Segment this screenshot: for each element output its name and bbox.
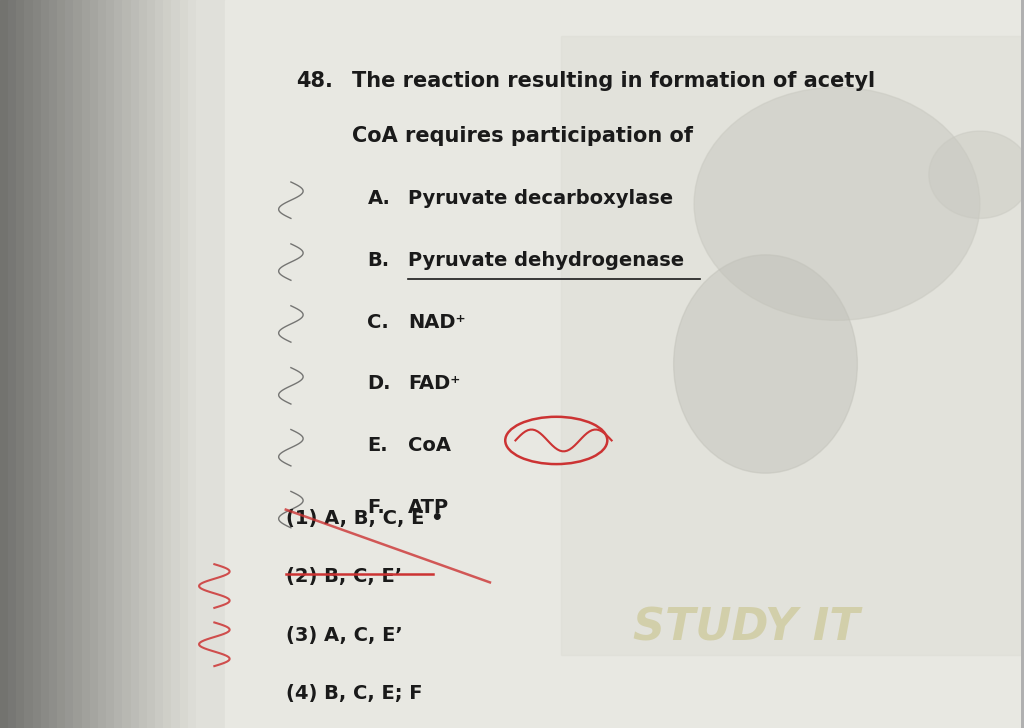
Bar — [0, 0, 9, 728]
Bar — [90, 0, 99, 728]
Text: NAD⁺: NAD⁺ — [409, 312, 466, 331]
Bar — [123, 0, 132, 728]
Text: 48.: 48. — [296, 71, 333, 91]
Text: (2) B, C, E’: (2) B, C, E’ — [286, 567, 401, 586]
Ellipse shape — [674, 255, 857, 473]
Bar — [237, 0, 246, 728]
Ellipse shape — [694, 87, 980, 320]
Bar — [57, 0, 67, 728]
Bar — [187, 0, 197, 728]
Bar — [66, 0, 75, 728]
Text: Pyruvate dehydrogenase: Pyruvate dehydrogenase — [409, 250, 684, 269]
Text: CoA: CoA — [409, 436, 452, 455]
Text: F.: F. — [368, 498, 385, 517]
Bar — [179, 0, 188, 728]
Text: C.: C. — [368, 312, 389, 331]
Bar — [49, 0, 58, 728]
Text: CoA requires participation of: CoA requires participation of — [352, 126, 693, 146]
Bar — [41, 0, 50, 728]
Bar — [82, 0, 91, 728]
Text: D.: D. — [368, 374, 391, 393]
Bar — [212, 0, 221, 728]
Bar — [74, 0, 83, 728]
Bar — [171, 0, 180, 728]
Bar — [98, 0, 108, 728]
Bar — [228, 0, 238, 728]
Text: The reaction resulting in formation of acetyl: The reaction resulting in formation of a… — [352, 71, 876, 91]
Text: B.: B. — [368, 250, 389, 269]
Text: A.: A. — [368, 189, 390, 207]
Text: E.: E. — [368, 436, 388, 455]
Bar — [115, 0, 124, 728]
Bar — [139, 0, 148, 728]
Text: ATP: ATP — [409, 498, 450, 517]
Bar — [163, 0, 172, 728]
Text: Pyruvate decarboxylase: Pyruvate decarboxylase — [409, 189, 674, 207]
Bar — [204, 0, 213, 728]
Text: (4) B, C, E; F: (4) B, C, E; F — [286, 684, 422, 703]
Bar — [561, 36, 1021, 655]
Text: (1) A, B, C, E •: (1) A, B, C, E • — [286, 509, 443, 528]
Ellipse shape — [929, 131, 1024, 218]
Bar — [131, 0, 140, 728]
Bar — [33, 0, 42, 728]
Bar — [224, 0, 1021, 728]
Text: FAD⁺: FAD⁺ — [409, 374, 461, 393]
Bar — [25, 0, 34, 728]
Bar — [16, 0, 26, 728]
Bar — [220, 0, 229, 728]
Text: (3) A, C, E’: (3) A, C, E’ — [286, 625, 402, 644]
Bar — [106, 0, 116, 728]
Bar — [196, 0, 205, 728]
Bar — [147, 0, 157, 728]
Bar — [8, 0, 17, 728]
Text: STUDY IT: STUDY IT — [633, 606, 859, 649]
Bar — [156, 0, 164, 728]
